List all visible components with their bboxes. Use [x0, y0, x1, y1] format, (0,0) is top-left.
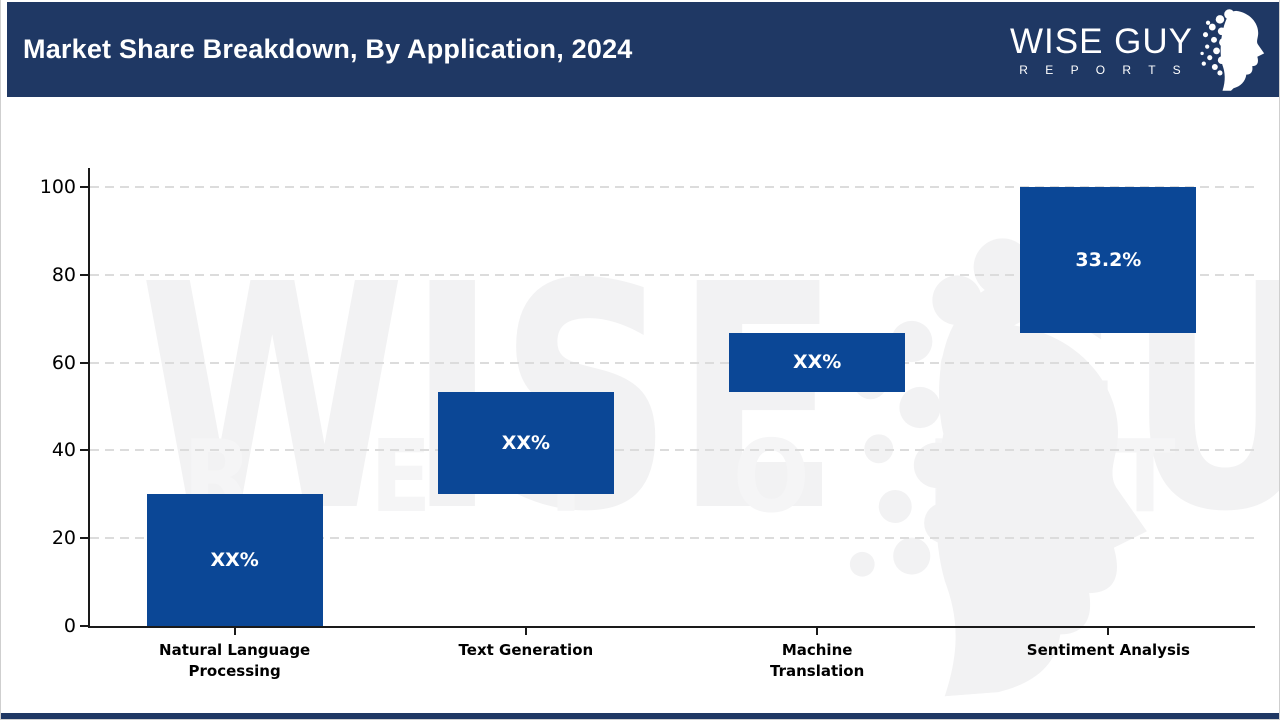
x-category-label: Natural Language Processing	[159, 641, 311, 680]
header-bar: Market Share Breakdown, By Application, …	[7, 2, 1279, 97]
y-gridline	[90, 361, 1254, 364]
logo-wordmark: WISE GUY	[1009, 21, 1193, 61]
y-tick	[80, 625, 89, 627]
logo-face-profile	[1220, 10, 1265, 91]
waterfall-bar: XX%	[146, 494, 323, 626]
x-category-label: Sentiment Analysis	[1026, 641, 1190, 659]
x-tick	[524, 628, 527, 635]
y-tick	[80, 449, 89, 452]
y-tick	[80, 361, 89, 364]
bar-value-label: XX%	[792, 351, 842, 374]
waterfall-bar: XX%	[437, 392, 614, 495]
brand-logo: WISE GUY R E P O R T S	[1010, 8, 1265, 92]
chart-area: WISE GUY R E P O R T S 020406080100XX%Na…	[1, 97, 1279, 713]
y-gridline	[90, 449, 1254, 452]
y-axis-line	[88, 168, 90, 628]
waterfall-bar: 33.2%	[1020, 187, 1197, 333]
bar-value-label: XX%	[501, 432, 551, 455]
bar-value-label: XX%	[210, 549, 259, 572]
logo-face-icon	[1200, 9, 1265, 91]
y-gridline	[90, 186, 1254, 188]
plot-area: 0 20 40 60 80 100 XX% Natural Language Processi…	[1, 97, 1279, 713]
y-tick-label: 40	[51, 439, 76, 462]
y-tick-label: 80	[51, 263, 76, 286]
x-tick	[816, 628, 819, 635]
page-title: Market Share Breakdown, By Application, …	[23, 34, 633, 64]
logo-text: WISE GUY R E P O R T S	[1010, 24, 1193, 77]
y-tick-label: 60	[51, 351, 76, 374]
watermark-face-profile	[935, 325, 1147, 697]
x-category-label: Machine Translation	[769, 641, 865, 680]
x-axis-line	[88, 626, 1255, 628]
waterfall-bar: XX%	[729, 332, 906, 392]
y-tick	[80, 273, 89, 276]
y-tick	[80, 537, 89, 540]
y-gridline	[90, 273, 1254, 276]
y-gridline	[90, 537, 1254, 540]
x-tick	[1107, 628, 1110, 635]
x-category-label: Text Generation	[458, 641, 594, 659]
logo-subtitle: R E P O R T S	[1019, 62, 1188, 77]
x-tick	[233, 628, 236, 635]
bar-value-label: 33.2%	[1075, 248, 1142, 271]
y-tick-label: 100	[39, 176, 76, 198]
y-tick	[80, 186, 89, 188]
y-tick-label: 0	[63, 615, 76, 637]
y-tick-label: 20	[51, 527, 76, 550]
footer-bar	[1, 713, 1279, 719]
